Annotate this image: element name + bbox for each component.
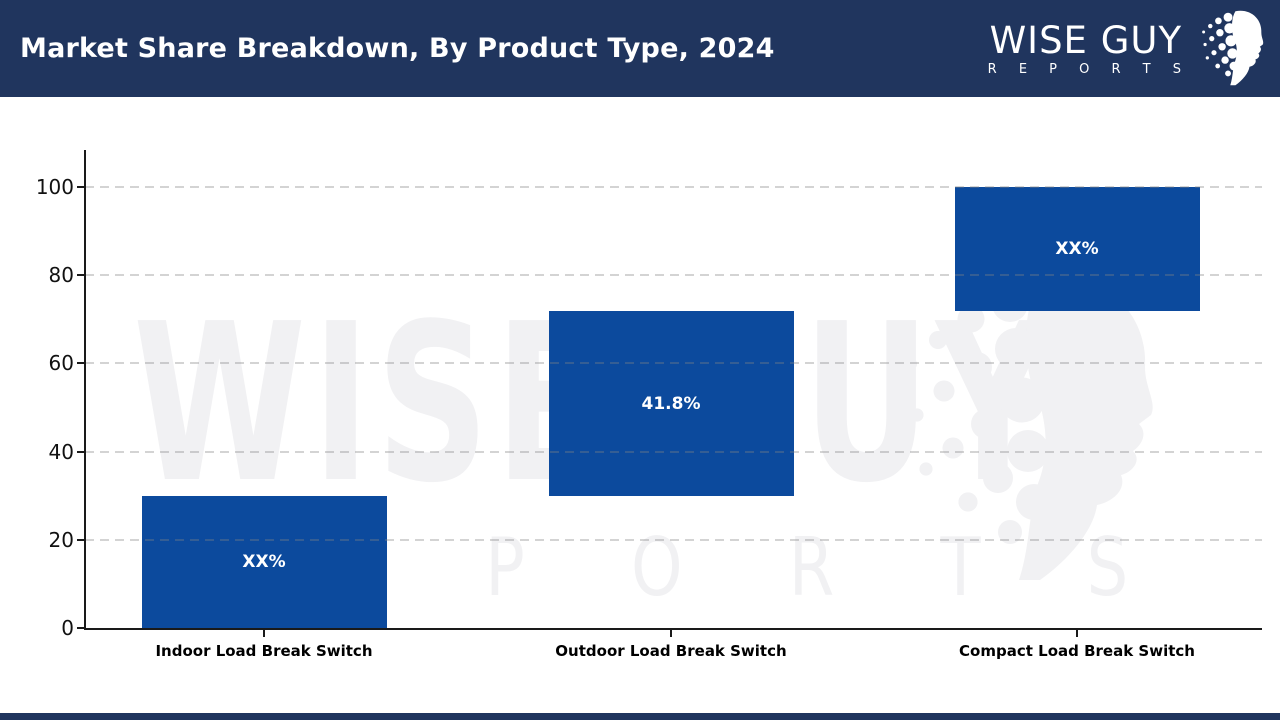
x-axis-spine — [84, 628, 1262, 630]
gridline-60 — [85, 362, 1262, 365]
y-tick-mark — [77, 274, 85, 277]
logo-text: WISE GUY R E P O R T S — [982, 22, 1190, 76]
x-tick-mark — [263, 628, 265, 637]
gridline-100 — [85, 186, 1262, 188]
y-tick-label: 20 — [48, 527, 74, 552]
y-tick-mark — [77, 362, 85, 365]
logo-tagline: R E P O R T S — [987, 61, 1190, 77]
y-tick-label: 60 — [48, 351, 74, 376]
y-axis-spine — [84, 150, 86, 630]
dotted-head-icon — [1202, 10, 1264, 85]
y-tick-mark — [77, 538, 85, 541]
y-tick-label: 100 — [35, 175, 74, 199]
bar-1 — [141, 495, 387, 628]
y-tick-label: 0 — [61, 616, 74, 640]
y-tick-mark — [77, 450, 85, 453]
gridline-20 — [85, 538, 1262, 541]
y-tick-mark — [77, 627, 85, 629]
x-category-label: Outdoor Load Break Switch — [555, 642, 787, 660]
bar-3 — [954, 187, 1200, 312]
gridline-40 — [85, 450, 1262, 453]
gridline-80 — [85, 274, 1262, 277]
x-category-label: Indoor Load Break Switch — [155, 642, 373, 660]
x-tick-mark — [670, 628, 672, 637]
footer-bar — [0, 713, 1280, 720]
bar-value-label: XX% — [1055, 239, 1099, 260]
wise-guy-reports-logo: WISE GUY R E P O R T S — [982, 8, 1268, 90]
y-tick-label: 80 — [48, 263, 74, 288]
logo-wordmark: WISE GUY — [989, 18, 1183, 62]
header-bar: Market Share Breakdown, By Product Type,… — [0, 0, 1280, 97]
y-tick-mark — [77, 186, 85, 188]
y-tick-label: 40 — [48, 439, 74, 464]
x-category-label: Compact Load Break Switch — [959, 642, 1195, 660]
bar-2 — [548, 311, 794, 496]
bar-value-label: 41.8% — [641, 393, 701, 414]
bar-value-label: XX% — [242, 551, 286, 572]
chart-title: Market Share Breakdown, By Product Type,… — [20, 33, 775, 64]
x-tick-mark — [1076, 628, 1078, 637]
